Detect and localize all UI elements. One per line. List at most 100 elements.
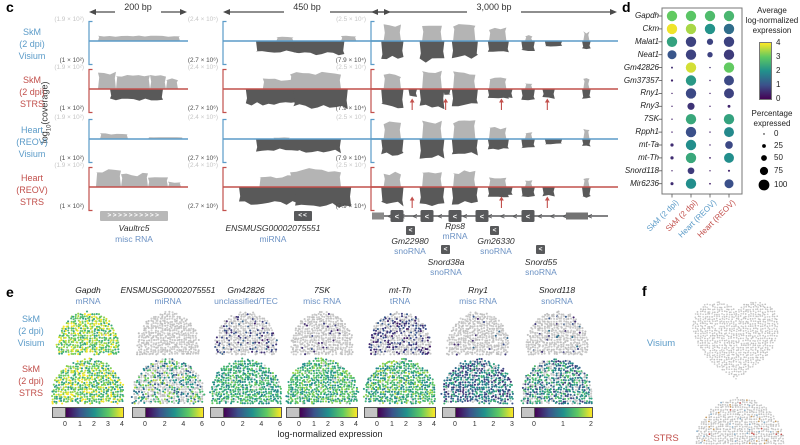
e-colorbar-tick: 1: [312, 421, 316, 428]
track-label-line: STRS: [19, 197, 44, 207]
e-colorbar: [210, 407, 282, 418]
e-colorbar-tick: 0: [63, 421, 67, 428]
track-label: Heart (REOV) STRS: [2, 172, 62, 208]
gene-row-label: Snord118: [624, 165, 659, 175]
scale-min-label: (7.9 × 10⁴): [335, 57, 366, 64]
coverage-track: [370, 68, 618, 114]
gene-row-label: Gapdh: [634, 11, 659, 20]
visium-heart-tissue: [692, 301, 779, 380]
e-column-gene: Snord118: [538, 285, 576, 295]
gene-strand-box: <: [536, 245, 545, 254]
gene-row-label: Malat1: [634, 36, 659, 46]
region-span-label: 200 bp: [124, 2, 152, 12]
tissue-spots-strs: [440, 357, 514, 405]
e-colorbar-tick: 2: [589, 421, 593, 428]
track-label-line: (REOV): [16, 185, 48, 195]
e-colorbar-tick: 1: [561, 421, 565, 428]
gene-row-label: Gm37357: [623, 75, 659, 85]
scale-min-label: (2.7 × 10⁶): [187, 57, 218, 64]
e-column-gene: ENSMUSG00002075551: [120, 285, 216, 295]
panel-f: Visium STRS: [630, 283, 800, 445]
gene-strand-box: >>>>>>>>>>: [100, 211, 168, 221]
svg-text:<: <: [480, 212, 485, 221]
svg-text:<: <: [438, 212, 443, 221]
track-label-line: Visium: [18, 149, 46, 159]
e-colorbar-tick: 1: [390, 421, 394, 428]
e-colorbar: [286, 407, 358, 418]
e-colorbar-tick: 2: [240, 421, 245, 428]
e-colorbar-tick: 4: [181, 421, 186, 428]
gene-row-label: Rny1: [640, 88, 659, 98]
gene-biotype: snoRNA: [525, 267, 557, 277]
scale-max-label: (2.4 × 10⁵): [187, 64, 218, 71]
f-visium-label: Visium: [646, 338, 676, 349]
e-colorbar: [364, 407, 436, 418]
e-column-biotype: tRNA: [389, 296, 411, 306]
e-colorbar-tick: 0: [453, 421, 457, 428]
e-colorbar-tick: 4: [120, 421, 124, 428]
e-row-label: SkM (2 dpi) STRS: [2, 363, 60, 399]
scale-max-label: (2.5 × 10⁷): [336, 114, 366, 121]
e-row-label-line: STRS: [18, 388, 43, 398]
scale-min-label: (1 × 10²): [59, 105, 84, 112]
e-row-label: SkM (2 dpi) Visium: [2, 313, 60, 349]
track-label-line: (2 dpi): [19, 39, 45, 49]
e-colorbar-gradient: [146, 407, 204, 418]
e-column-gene: 7SK: [313, 285, 331, 295]
svg-text:<: <: [488, 212, 493, 221]
scale-max-label: (1.9 × 10²): [54, 16, 84, 23]
size-legend-value: 100: [774, 180, 788, 189]
tissue-spots-visium: [290, 310, 354, 356]
coverage-track: [88, 118, 188, 164]
size-legend-value: 0: [774, 129, 779, 138]
strs-tissue-partial: [695, 396, 785, 445]
e-column-biotype: misc RNA: [303, 296, 341, 306]
scale-max-label: (2.5 × 10⁷): [336, 64, 366, 71]
coverage-track: [222, 20, 392, 66]
gene-row-label: Rpph1: [635, 127, 659, 137]
gene-model: <<<<<<<<<<<<<<<<<<<<<<: [372, 210, 608, 222]
svg-text:<: <: [413, 212, 418, 221]
gene-biotype: misc RNA: [115, 234, 153, 244]
track-label-line: SkM: [23, 27, 41, 37]
gene-biotype: mRNA: [442, 231, 468, 241]
track-label-line: SkM: [23, 75, 41, 85]
gene-row-label: Rny3: [640, 101, 659, 111]
gene-strand-box: <: [406, 226, 415, 235]
e-row-label-line: SkM: [22, 364, 40, 374]
tissue-spots-strs: [285, 357, 360, 405]
scale-min-label: (7.9 × 10⁴): [335, 155, 366, 162]
color-legend-tick: 2: [776, 66, 781, 75]
e-colorbar-tick: 1: [472, 421, 477, 428]
e-colorbar-zero-cell: [364, 407, 378, 418]
svg-text:<: <: [395, 212, 400, 221]
gene-biotype: snoRNA: [480, 246, 512, 256]
gene-row-label: mt-Th: [638, 152, 659, 162]
tissue-spots-strs: [362, 357, 437, 405]
scale-min-label: (1 × 10²): [59, 57, 84, 64]
e-colorbar-tick: 6: [200, 421, 204, 428]
e-colorbar-zero-cell: [52, 407, 66, 418]
gene-name: Rps8: [445, 221, 465, 231]
gene-biotype: snoRNA: [430, 267, 462, 277]
gene-name: Snord55: [524, 257, 558, 267]
svg-text:<: <: [563, 212, 568, 221]
track-label-line: Visium: [18, 51, 46, 61]
e-colorbar-zero-cell: [210, 407, 224, 418]
e-colorbar-tick: 0: [375, 421, 379, 428]
e-colorbar-tick: 0: [297, 421, 301, 428]
e-colorbar-tick: 0: [221, 421, 225, 428]
track-label: Heart (REOV) Visium: [2, 124, 62, 160]
svg-text:<: <: [463, 212, 468, 221]
e-colorbar-tick: 2: [491, 421, 496, 428]
scale-min-label: (2.7 × 10⁶): [187, 155, 218, 162]
e-colorbar-tick: 3: [418, 421, 422, 428]
size-legend-title: expressed: [753, 119, 791, 128]
panel-d-label: d: [622, 0, 631, 15]
e-column-biotype: miRNA: [154, 296, 182, 306]
svg-text:<: <: [588, 212, 593, 221]
coverage-track: [222, 68, 392, 114]
e-colorbar-tick: 0: [143, 421, 147, 428]
gene-name: Vaultrc5: [118, 223, 150, 233]
